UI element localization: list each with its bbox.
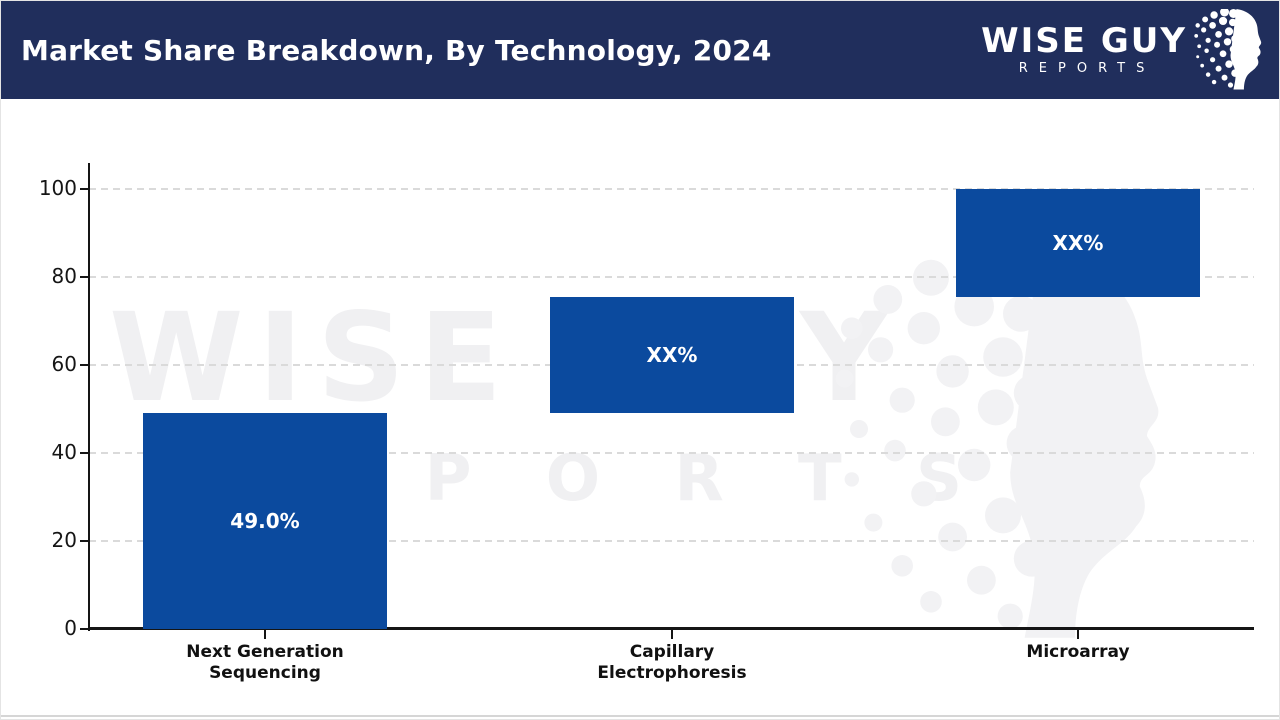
- logo-wordmark: WISE GUY: [981, 21, 1187, 61]
- bar-segment: 49.0%: [143, 413, 387, 629]
- y-tick-label: 40: [51, 440, 77, 464]
- y-axis-line: [87, 163, 91, 631]
- logo-text: WISE GUY REPORTS: [981, 24, 1187, 76]
- y-tick-label: 100: [38, 176, 77, 200]
- category-label: Microarray: [1026, 642, 1130, 662]
- y-tick-mark: [80, 276, 89, 279]
- y-tick-mark: [80, 452, 89, 455]
- x-tick-mark: [1076, 630, 1080, 639]
- category-label: Next Generation Sequencing: [186, 642, 344, 683]
- bar-value-label: XX%: [646, 343, 698, 368]
- gridline: [89, 276, 1254, 278]
- bar-segment: XX%: [550, 296, 794, 414]
- gridline: [89, 452, 1254, 454]
- logo-subtitle: REPORTS: [1018, 61, 1156, 76]
- x-axis-line: [88, 627, 1254, 630]
- y-tick-mark: [80, 364, 89, 367]
- gridline: [89, 188, 1254, 190]
- bar-value-label: 49.0%: [230, 509, 300, 534]
- y-tick-label: 80: [51, 264, 77, 288]
- y-tick-label: 20: [51, 528, 77, 552]
- bar-value-label: XX%: [1052, 230, 1104, 255]
- header-bar: Market Share Breakdown, By Technology, 2…: [1, 1, 1279, 99]
- bar-segment: XX%: [956, 189, 1200, 297]
- bottom-divider: [1, 715, 1279, 717]
- logo-face-icon: [1194, 9, 1262, 90]
- category-label: Capillary Electrophoresis: [597, 642, 747, 683]
- y-tick-label: 0: [64, 616, 77, 640]
- gridline: [89, 540, 1254, 542]
- y-tick-mark: [80, 540, 89, 543]
- y-tick-mark: [80, 188, 89, 191]
- page-title: Market Share Breakdown, By Technology, 2…: [21, 33, 772, 67]
- x-tick-mark: [263, 630, 267, 639]
- y-tick-mark: [80, 628, 89, 631]
- x-tick-mark: [670, 630, 674, 639]
- y-tick-label: 60: [51, 352, 77, 376]
- brand-logo: WISE GUY REPORTS: [981, 9, 1267, 91]
